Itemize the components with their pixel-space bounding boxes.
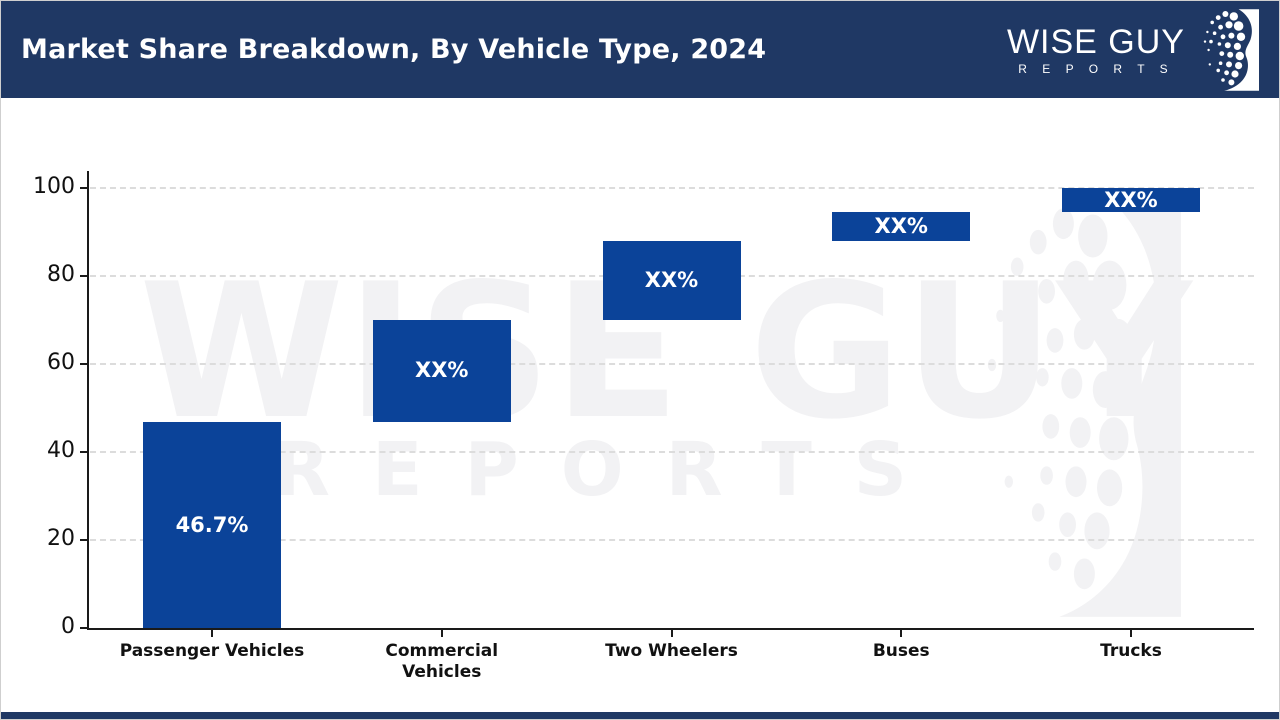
y-tick-label: 80 bbox=[47, 261, 75, 287]
x-tick-mark bbox=[1130, 630, 1132, 637]
y-tick-mark bbox=[80, 274, 88, 277]
gridline bbox=[90, 362, 1254, 365]
bar-segment: XX% bbox=[602, 241, 741, 320]
x-tick-label: Passenger Vehicles bbox=[119, 641, 305, 661]
bar-segment: 46.7% bbox=[143, 422, 281, 628]
x-tick-label: Two Wheelers bbox=[605, 641, 738, 661]
x-tick-mark bbox=[900, 630, 903, 637]
y-tick-label: 40 bbox=[47, 437, 75, 463]
x-tick-mark bbox=[670, 630, 673, 637]
bar-value-label: XX% bbox=[1104, 187, 1158, 212]
bar-segment: XX% bbox=[1062, 187, 1200, 213]
brand-face-icon bbox=[1203, 8, 1259, 91]
y-tick-mark bbox=[80, 450, 88, 453]
x-axis-line bbox=[87, 628, 1254, 630]
y-tick-mark bbox=[80, 538, 88, 541]
y-tick-label: 0 bbox=[61, 614, 75, 639]
x-tick-mark bbox=[211, 630, 213, 637]
x-tick-label: Commercial Vehicles bbox=[385, 641, 499, 683]
page-title: Market Share Breakdown, By Vehicle Type,… bbox=[21, 34, 767, 65]
bar-value-label: 46.7% bbox=[175, 512, 249, 537]
brand-logo: WISE GUY R E P O R T S bbox=[1007, 8, 1259, 92]
gridline bbox=[90, 186, 1254, 189]
bar-segment: XX% bbox=[832, 212, 971, 242]
bar-segment: XX% bbox=[372, 319, 511, 423]
brand-subname: R E P O R T S bbox=[1018, 61, 1174, 76]
bar-value-label: XX% bbox=[415, 358, 469, 383]
y-tick-label: 20 bbox=[47, 525, 75, 551]
y-tick-mark bbox=[80, 186, 88, 189]
gridline bbox=[90, 450, 1254, 453]
x-tick-mark bbox=[440, 630, 443, 637]
y-tick-label: 100 bbox=[33, 173, 75, 199]
footer-bar bbox=[1, 712, 1279, 719]
y-axis-line bbox=[87, 171, 89, 630]
brand-logo-text: WISE GUY R E P O R T S bbox=[1007, 25, 1185, 75]
y-tick-mark bbox=[80, 627, 88, 629]
header-bar: Market Share Breakdown, By Vehicle Type,… bbox=[1, 1, 1279, 98]
x-tick-label: Buses bbox=[872, 641, 930, 661]
bar-value-label: XX% bbox=[874, 214, 928, 239]
watermark-face-icon bbox=[987, 199, 1181, 617]
y-tick-label: 60 bbox=[47, 349, 75, 375]
brand-name: WISE GUY bbox=[1006, 22, 1185, 61]
watermark-brand-subname: REPORTS bbox=[273, 427, 950, 513]
bar-value-label: XX% bbox=[644, 267, 699, 292]
y-tick-mark bbox=[80, 362, 88, 365]
gridline bbox=[90, 538, 1254, 541]
x-tick-label: Trucks bbox=[1100, 641, 1162, 661]
